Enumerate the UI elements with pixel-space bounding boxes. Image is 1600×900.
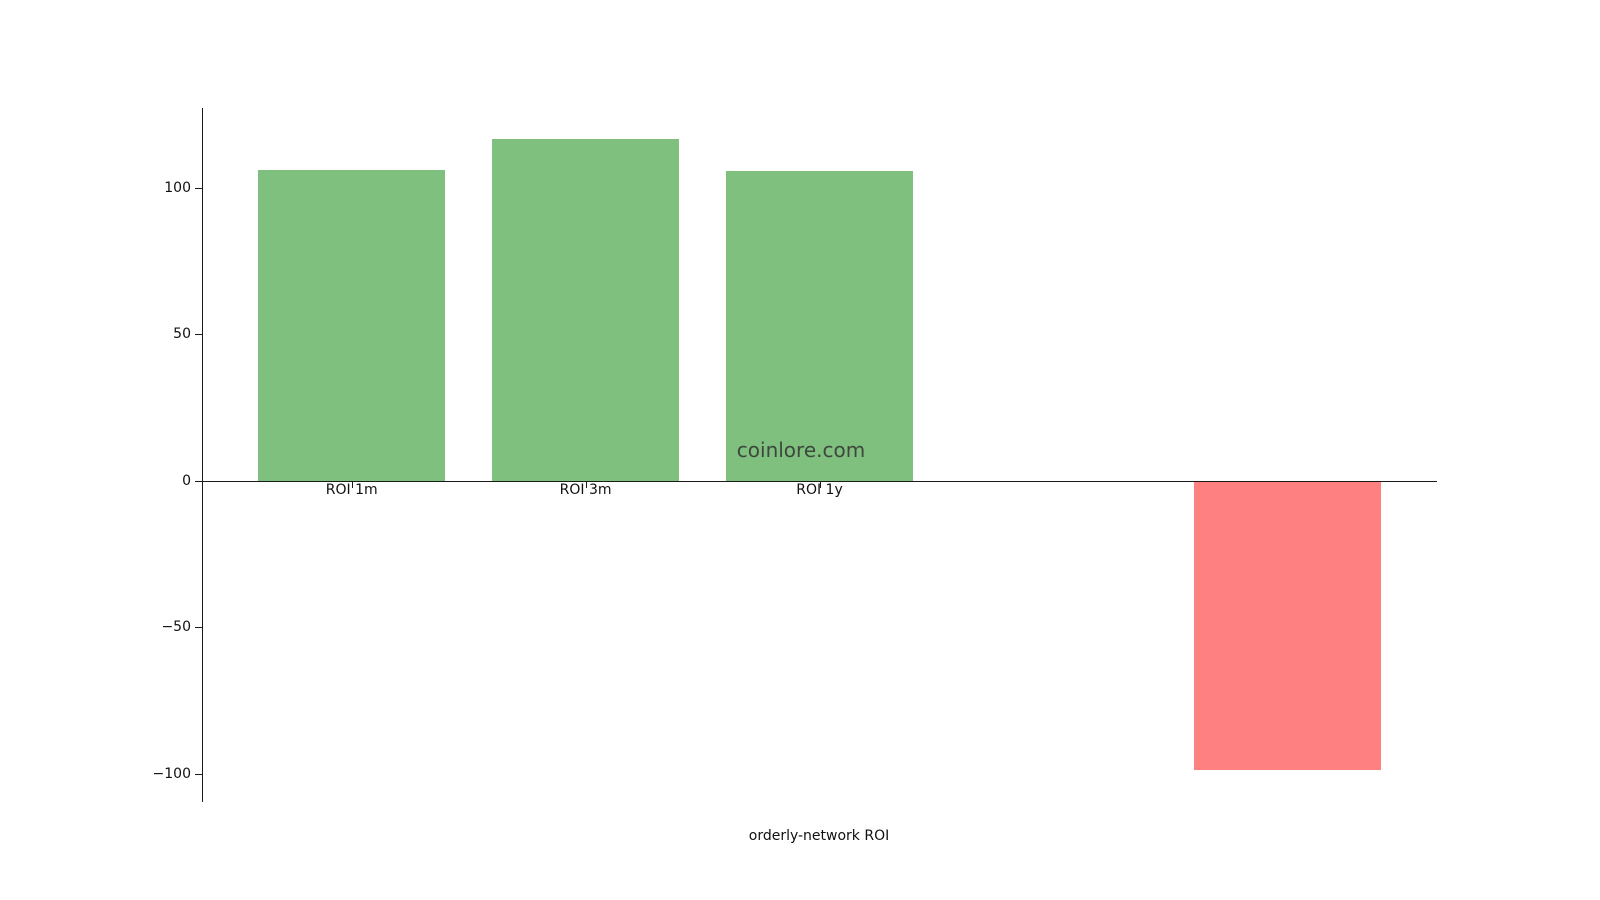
y-tick-mark: [195, 773, 202, 775]
x-tick-label: ROI 1y: [796, 482, 843, 499]
x-tick-mark: [819, 480, 821, 488]
y-tick-label: 100: [164, 179, 191, 196]
x-tick-mark: [585, 480, 587, 488]
y-tick-mark: [195, 480, 202, 482]
y-tick-mark: [195, 627, 202, 629]
y-tick-mark: [195, 187, 202, 189]
bar-unlabeled: [1193, 480, 1381, 770]
bar-roi-1y: [725, 171, 913, 481]
bar-roi-1m: [258, 170, 446, 481]
x-tick-label: ROI 1m: [325, 482, 378, 499]
bar-roi-3m: [492, 139, 680, 481]
y-tick-mark: [195, 334, 202, 336]
y-tick-label: 50: [173, 326, 191, 343]
chart-xlabel: orderly-network ROI: [748, 828, 890, 844]
x-tick-mark: [351, 480, 353, 488]
y-tick-label: −50: [161, 619, 191, 636]
x-tick-label: ROI 3m: [559, 482, 612, 499]
watermark: coinlore.com: [736, 438, 866, 462]
y-tick-label: 0: [182, 472, 191, 489]
y-axis-spine: [201, 108, 203, 802]
y-tick-label: −100: [152, 765, 191, 782]
